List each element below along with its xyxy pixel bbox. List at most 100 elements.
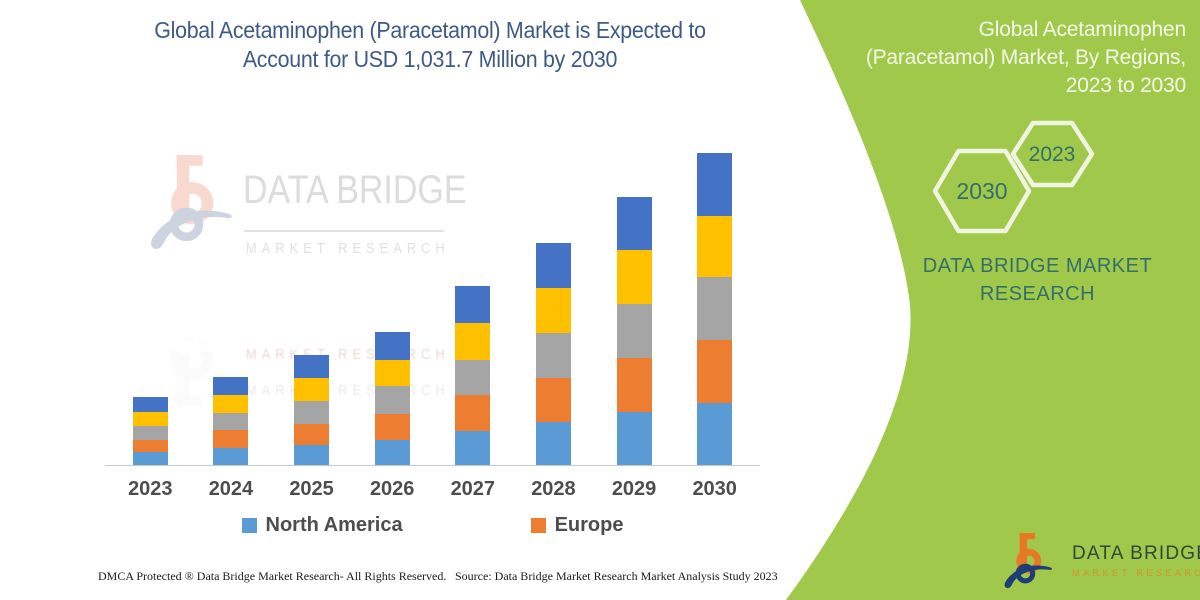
green-panel-shape [786,0,1200,600]
bar-segment-north-america [455,431,491,465]
bar-slot-2027 [433,140,514,465]
bar-segment-unlabeled [374,386,410,414]
bar-segment-europe [132,439,168,452]
bar-segment-unlabeled [535,332,571,378]
x-axis-label-2024: 2024 [208,478,254,500]
bar-segment-unlabeled [616,250,652,305]
x-axis-label-2029: 2029 [611,478,657,500]
chart-legend: North America Europe [110,514,755,537]
bar-slot-2026 [352,140,433,465]
stacked-bar-2026 [374,332,410,465]
bar-segment-unlabeled [132,397,168,413]
company-logo-icon [1004,533,1053,589]
bar-segment-europe [616,358,652,413]
x-axis-label-2028: 2028 [531,478,576,500]
legend-item-europe: Europe [530,514,624,537]
bar-slot-2024 [191,140,272,465]
bar-segment-europe [374,413,410,440]
bar-segment-unlabeled [374,359,410,387]
bar-segment-unlabeled [213,377,249,396]
legend-label: North America [265,514,403,536]
bar-segment-unlabeled [132,426,168,440]
bar-segment-unlabeled [616,197,652,251]
stacked-bar-2025 [294,355,330,465]
bar-segment-north-america [535,421,571,465]
legend-item-north-america: North America [241,514,403,537]
bar-segment-unlabeled [455,323,491,360]
legend-swatch [241,518,257,533]
stacked-bar-2023 [132,397,168,465]
bar-segment-north-america [132,452,168,465]
bar-segment-europe [213,430,249,449]
chart-title: Global Acetaminophen (Paracetamol) Marke… [142,16,719,74]
bar-segment-north-america [616,412,652,465]
chart-title-line2: Account for USD 1,031.7 Million by 2030 [242,46,618,72]
x-axis-line [105,465,760,466]
bar-segment-unlabeled [697,277,733,341]
bar-segment-unlabeled [294,378,330,401]
bar-segment-unlabeled [213,395,249,413]
hexagon-2030-icon [932,148,1032,234]
legend-label: Europe [554,514,624,536]
bar-segment-north-america [213,448,249,465]
x-axis-label-2023: 2023 [128,478,173,500]
bar-segment-unlabeled [535,242,571,289]
bar-segment-north-america [697,403,733,465]
bar-segment-europe [455,394,491,432]
hexagon-2030-label: 2030 [956,178,1007,204]
chart-title-line1: Global Acetaminophen (Paracetamol) Marke… [154,17,706,43]
stacked-bar-2030 [697,153,733,465]
bar-slot-2029 [594,140,675,465]
x-axis-labels: 2023 2024 2025 2026 2027 2028 2029 2030 [110,478,755,501]
bar-slot-2025 [271,140,352,465]
company-logo-name: DATA BRIDGE [1072,543,1200,564]
panel-title-line3: 2023 to 2030 [1065,74,1186,97]
bar-segment-unlabeled [535,288,571,333]
bar-segment-north-america [374,439,410,465]
year-hexagons: 2030 2023 [932,120,1095,234]
bar-segment-unlabeled [374,332,410,360]
stacked-bar-2029 [616,197,652,465]
company-logo: DATA BRIDGE MARKET RESEARCH [1000,533,1200,595]
stacked-bar-2024 [213,377,249,465]
footer-source-text: Source: Data Bridge Market Research Mark… [455,569,778,583]
watermark-logo-icon [151,155,232,250]
bar-slot-2023 [110,140,191,465]
panel-title: Global Acetaminophen (Paracetamol) Marke… [756,16,1186,100]
company-logo-tagline: MARKET RESEARCH [1072,568,1200,578]
bar-segment-unlabeled [455,285,491,324]
bar-chart-plot-area [110,140,755,465]
watermark-subtitle: MARKET RESEARCH [246,240,450,257]
watermark-logo-reflection-icon [148,300,244,408]
bar-slot-2028 [513,140,594,465]
panel-brand-line2: RESEARCH [979,283,1096,305]
x-axis-label-2030: 2030 [692,478,737,500]
hexagon-2023-icon [1010,120,1095,188]
panel-brand-line1: DATA BRIDGE MARKET [922,255,1153,277]
bar-segment-unlabeled [132,412,168,427]
bar-segment-unlabeled [294,400,330,424]
bar-segment-europe [535,377,571,422]
panel-title-line1: Global Acetaminophen [978,18,1187,41]
bar-segment-unlabeled [455,359,491,395]
watermark-divider [244,230,444,232]
bar-segment-europe [697,340,733,403]
bar-segment-unlabeled [697,216,733,278]
legend-swatch [530,518,546,533]
bar-slot-2030 [674,140,755,465]
bar-segment-unlabeled [697,153,733,217]
company-logo-text: DATA BRIDGE MARKET RESEARCH [1072,533,1200,578]
bar-segment-north-america [294,444,330,465]
watermark-title: DATA BRIDGE [243,168,467,212]
panel-title-line2: (Paracetamol) Market, By Regions, [865,46,1186,69]
bar-segment-unlabeled [616,304,652,359]
bar-segment-europe [294,423,330,445]
bar-segment-unlabeled [294,355,330,379]
footer-dmca-text: DMCA Protected ® Data Bridge Market Rese… [98,569,447,583]
panel-brand-text: DATA BRIDGE MARKET RESEARCH [900,252,1175,308]
bar-segment-unlabeled [213,412,249,431]
x-axis-label-2026: 2026 [369,478,415,500]
x-axis-label-2027: 2027 [450,478,496,500]
stacked-bar-2028 [535,242,571,465]
